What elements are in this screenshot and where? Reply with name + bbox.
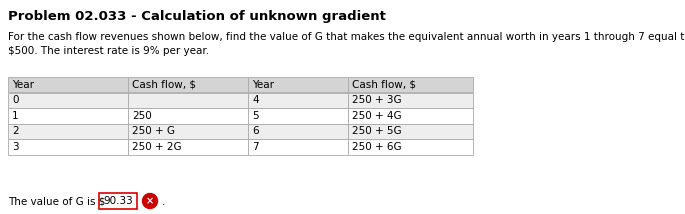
Bar [128, 92, 248, 108]
Text: 2: 2 [12, 126, 18, 136]
Text: 6: 6 [252, 126, 259, 136]
Bar [128, 108, 248, 123]
Bar [128, 77, 248, 92]
Text: 250 + 4G: 250 + 4G [352, 111, 401, 121]
Bar [8, 92, 128, 108]
Text: Year: Year [12, 80, 34, 90]
Text: The value of G is $: The value of G is $ [8, 196, 109, 206]
Bar [128, 139, 248, 155]
Bar [348, 123, 473, 139]
Bar [348, 92, 473, 108]
Bar [99, 193, 137, 209]
Text: 250 + G: 250 + G [132, 126, 175, 136]
Bar [128, 123, 248, 139]
Text: Problem 02.033 - Calculation of unknown gradient: Problem 02.033 - Calculation of unknown … [8, 10, 386, 23]
Bar [248, 108, 348, 123]
Text: Year: Year [252, 80, 274, 90]
Text: 1: 1 [12, 111, 18, 121]
Text: ×: × [146, 196, 154, 206]
Bar [248, 92, 348, 108]
Bar [8, 77, 128, 92]
Bar [248, 123, 348, 139]
Bar [348, 77, 473, 92]
Bar [8, 123, 128, 139]
Text: 7: 7 [252, 142, 259, 152]
Circle shape [142, 193, 158, 208]
Bar [8, 108, 128, 123]
Text: 4: 4 [252, 95, 259, 105]
Text: For the cash flow revenues shown below, find the value of G that makes the equiv: For the cash flow revenues shown below, … [8, 32, 685, 42]
Text: 250 + 2G: 250 + 2G [132, 142, 182, 152]
Text: 0: 0 [12, 95, 18, 105]
Text: .: . [162, 197, 165, 207]
Bar [248, 139, 348, 155]
Bar [248, 77, 348, 92]
Text: 250 + 3G: 250 + 3G [352, 95, 401, 105]
Text: 5: 5 [252, 111, 259, 121]
Text: $500. The interest rate is 9% per year.: $500. The interest rate is 9% per year. [8, 46, 209, 56]
Bar [348, 108, 473, 123]
Bar [348, 139, 473, 155]
Text: Cash flow, $: Cash flow, $ [352, 80, 416, 90]
Text: 250: 250 [132, 111, 152, 121]
Text: 3: 3 [12, 142, 18, 152]
Text: Cash flow, $: Cash flow, $ [132, 80, 196, 90]
Text: 90.33: 90.33 [103, 196, 133, 206]
Text: 250 + 6G: 250 + 6G [352, 142, 401, 152]
Bar [8, 139, 128, 155]
Text: 250 + 5G: 250 + 5G [352, 126, 401, 136]
